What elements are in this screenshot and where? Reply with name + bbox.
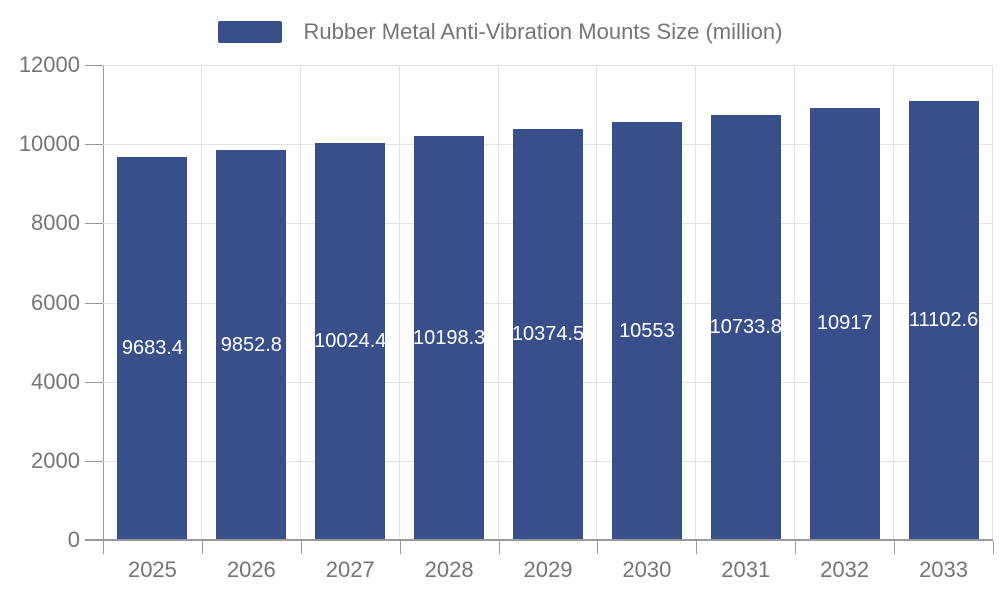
bar-value-label: 9683.4 xyxy=(121,336,184,359)
x-axis-tick xyxy=(597,541,599,554)
bar-value-label: 10374.5 xyxy=(513,323,583,346)
x-axis-tick xyxy=(795,541,797,554)
bar-value-label: 10553 xyxy=(619,319,675,342)
bar-2032[interactable]: 10917 xyxy=(809,107,880,540)
x-axis-tick xyxy=(300,541,302,554)
x-gridline xyxy=(398,65,400,540)
x-axis-tick xyxy=(399,541,401,554)
x-axis-tick xyxy=(103,541,104,554)
x-axis-label-2027: 2027 xyxy=(325,557,375,582)
bar-value-label: 9852.8 xyxy=(220,333,282,356)
bar-2030[interactable]: 10553 xyxy=(611,122,682,540)
y-axis-tick xyxy=(85,381,103,383)
y-axis-tick xyxy=(85,223,103,225)
x-axis-label-2025: 2025 xyxy=(127,557,177,582)
x-axis-label-2029: 2029 xyxy=(523,557,573,582)
x-axis-label-2030: 2030 xyxy=(622,557,672,582)
x-axis-tick xyxy=(894,541,896,554)
bar-value-label: 10733.8 xyxy=(710,316,781,339)
y-axis-label: 4000 xyxy=(31,368,80,394)
x-gridline xyxy=(299,65,301,540)
bar-2033[interactable]: 11102.6 xyxy=(908,100,979,540)
legend-swatch xyxy=(217,21,282,43)
x-axis-label-2033: 2033 xyxy=(919,557,969,582)
x-axis-label-2031: 2031 xyxy=(721,557,771,582)
bar-2029[interactable]: 10374.5 xyxy=(513,129,583,540)
bar-value-label: 11102.6 xyxy=(908,308,979,331)
plot-area: 9683.4 9852.8 10024.4 10198.3 10374.5 10553 10… xyxy=(103,65,993,540)
x-axis-label-2028: 2028 xyxy=(424,557,474,582)
x-axis-tick xyxy=(498,541,500,554)
x-axis-label-2032: 2032 xyxy=(820,557,870,582)
bar-2031[interactable]: 10733.8 xyxy=(710,115,781,540)
x-gridline xyxy=(200,65,202,540)
bar-2025[interactable]: 9683.4 xyxy=(117,156,188,540)
y-axis-tick xyxy=(85,65,103,66)
y-axis-label: 0 xyxy=(67,527,80,552)
y-axis-label: 2000 xyxy=(31,447,80,473)
y-axis-tick xyxy=(85,540,103,541)
x-axis-tick xyxy=(993,541,994,554)
bar-value-label: 10917 xyxy=(816,312,873,335)
legend-label: Rubber Metal Anti-Vibration Mounts Size … xyxy=(303,19,783,44)
y-axis-label: 8000 xyxy=(31,210,80,236)
x-gridline xyxy=(695,65,697,540)
x-gridline xyxy=(893,65,895,540)
y-axis-label: 6000 xyxy=(31,289,80,315)
bar-2027[interactable]: 10024.4 xyxy=(315,143,386,540)
y-axis-label: 10000 xyxy=(18,131,80,157)
y-axis-tick xyxy=(85,144,103,146)
y-axis-label: 12000 xyxy=(18,52,80,77)
legend[interactable]: Rubber Metal Anti-Vibration Mounts Size … xyxy=(0,16,1000,48)
x-gridline xyxy=(497,65,499,540)
x-axis-tick xyxy=(201,541,203,554)
y-axis-tick xyxy=(85,302,103,304)
x-gridline xyxy=(596,65,598,540)
x-axis-label-2026: 2026 xyxy=(226,557,276,582)
bar-value-label: 10024.4 xyxy=(315,330,386,353)
y-gridline xyxy=(103,65,993,66)
x-gridline xyxy=(992,65,993,540)
x-axis-tick xyxy=(696,541,698,554)
y-axis-tick xyxy=(85,460,103,462)
x-axis-line xyxy=(85,539,993,541)
bar-value-label: 10198.3 xyxy=(414,326,485,349)
bar-2026[interactable]: 9852.8 xyxy=(216,150,287,540)
bar-2028[interactable]: 10198.3 xyxy=(414,136,485,540)
x-gridline xyxy=(794,65,796,540)
